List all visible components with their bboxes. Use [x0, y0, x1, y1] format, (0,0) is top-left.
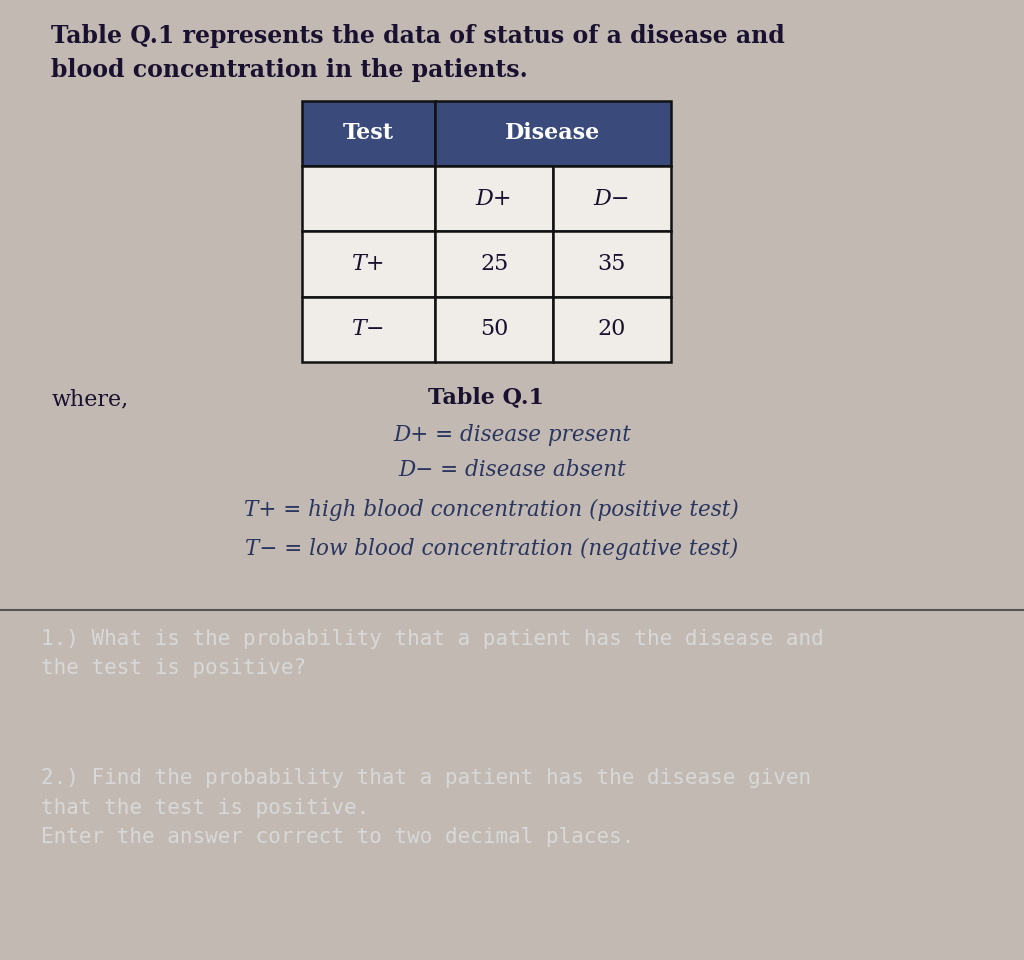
Text: 1.) What is the probability that a patient has the disease and
the test is posit: 1.) What is the probability that a patie…: [41, 629, 823, 679]
Text: Test: Test: [343, 123, 394, 144]
Text: 20: 20: [598, 319, 626, 340]
Text: Disease: Disease: [505, 123, 601, 144]
Text: where,: where,: [51, 389, 128, 411]
Text: 2.) Find the probability that a patient has the disease given
that the test is p: 2.) Find the probability that a patient …: [41, 768, 811, 848]
Text: Table Q.1 represents the data of status of a disease and: Table Q.1 represents the data of status …: [51, 24, 785, 48]
Text: Table Q.1: Table Q.1: [428, 386, 545, 408]
Text: 35: 35: [598, 253, 626, 275]
Text: D+ = disease present: D+ = disease present: [393, 424, 631, 446]
Text: D+: D+: [476, 188, 512, 209]
Text: 25: 25: [480, 253, 508, 275]
Text: D− = disease absent: D− = disease absent: [398, 459, 626, 481]
Text: T+: T+: [352, 253, 385, 275]
Text: D−: D−: [594, 188, 630, 209]
Text: T− = low blood concentration (negative test): T− = low blood concentration (negative t…: [245, 538, 738, 560]
Text: 50: 50: [480, 319, 508, 340]
Text: T+ = high blood concentration (positive test): T+ = high blood concentration (positive …: [244, 499, 739, 521]
Text: T−: T−: [352, 319, 385, 340]
Text: blood concentration in the patients.: blood concentration in the patients.: [51, 58, 528, 82]
